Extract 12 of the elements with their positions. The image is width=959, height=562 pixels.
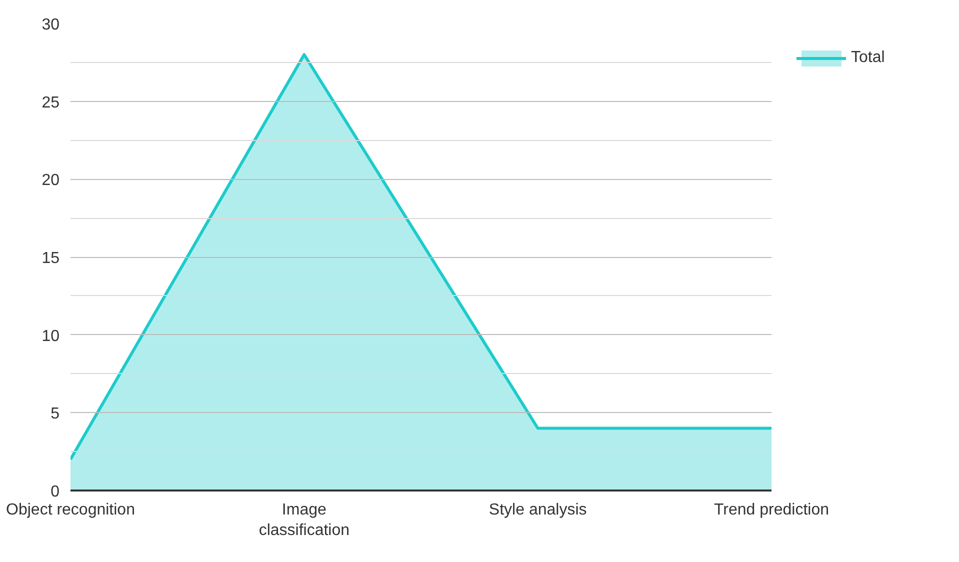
y-tick-label: 10 bbox=[42, 328, 60, 345]
y-tick-label: 25 bbox=[42, 94, 60, 112]
legend-label: Total bbox=[851, 49, 885, 67]
y-tick-label: 0 bbox=[50, 484, 60, 500]
x-tick-label: Trend prediction bbox=[714, 502, 830, 518]
y-tick-label: 5 bbox=[50, 406, 60, 423]
y-tick-label: 20 bbox=[42, 172, 60, 190]
x-tick-label: Object recognition bbox=[6, 502, 135, 518]
x-tick-label: Style analysis bbox=[488, 502, 587, 518]
x-tick-label: Image classification bbox=[258, 502, 350, 539]
y-tick-label: 15 bbox=[42, 250, 60, 267]
y-tick-label: 30 bbox=[42, 16, 60, 34]
